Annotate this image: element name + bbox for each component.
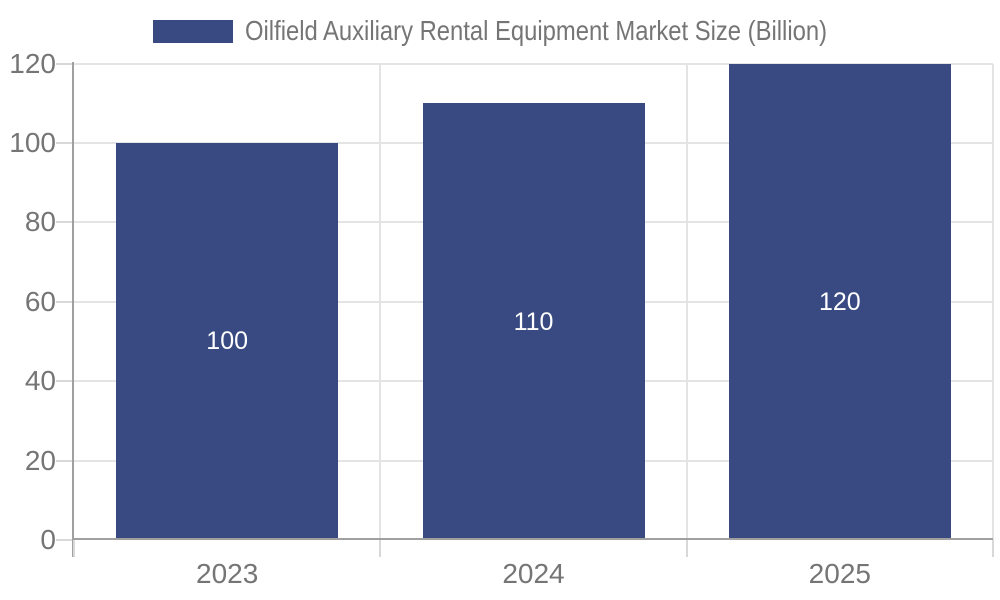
y-tick-mark xyxy=(56,459,74,462)
x-tick-mark xyxy=(685,540,688,557)
legend: Oilfield Auxiliary Rental Equipment Mark… xyxy=(0,0,1000,55)
bar-value-label: 110 xyxy=(513,307,554,336)
y-tick-mark xyxy=(56,380,74,383)
x-tick-label: 2023 xyxy=(196,558,259,589)
y-tick-mark xyxy=(56,539,74,541)
bar-2023 xyxy=(116,142,339,540)
x-tick-mark xyxy=(992,540,994,557)
y-tick-mark xyxy=(56,221,74,224)
y-tick-mark xyxy=(56,300,74,303)
y-tick-mark xyxy=(56,62,74,65)
x-tick-label: 2025 xyxy=(808,558,871,589)
bar-value-label: 100 xyxy=(206,327,249,356)
gridline-y xyxy=(74,62,993,65)
gridline-x xyxy=(992,63,994,540)
bar-2024 xyxy=(422,103,645,540)
y-axis-line xyxy=(72,62,74,557)
legend-label: Oilfield Auxiliary Rental Equipment Mark… xyxy=(245,15,828,46)
y-tick-label: 0 xyxy=(40,524,56,555)
y-tick-label: 40 xyxy=(24,365,56,397)
x-tick-mark xyxy=(73,540,75,557)
legend-swatch xyxy=(153,20,233,43)
y-tick-label: 60 xyxy=(24,285,56,317)
y-tick-label: 80 xyxy=(24,206,56,238)
x-tick-label: 2024 xyxy=(502,558,565,589)
y-tick-label: 100 xyxy=(9,126,56,158)
bar-2025 xyxy=(728,63,951,540)
y-tick-mark xyxy=(56,141,74,144)
bar-value-label: 120 xyxy=(818,287,861,316)
gridline-x xyxy=(379,63,382,540)
x-axis-line xyxy=(72,538,993,540)
gridline-x xyxy=(685,63,688,540)
y-tick-label: 120 xyxy=(9,47,56,79)
y-tick-label: 20 xyxy=(24,444,56,476)
x-tick-mark xyxy=(379,540,382,557)
